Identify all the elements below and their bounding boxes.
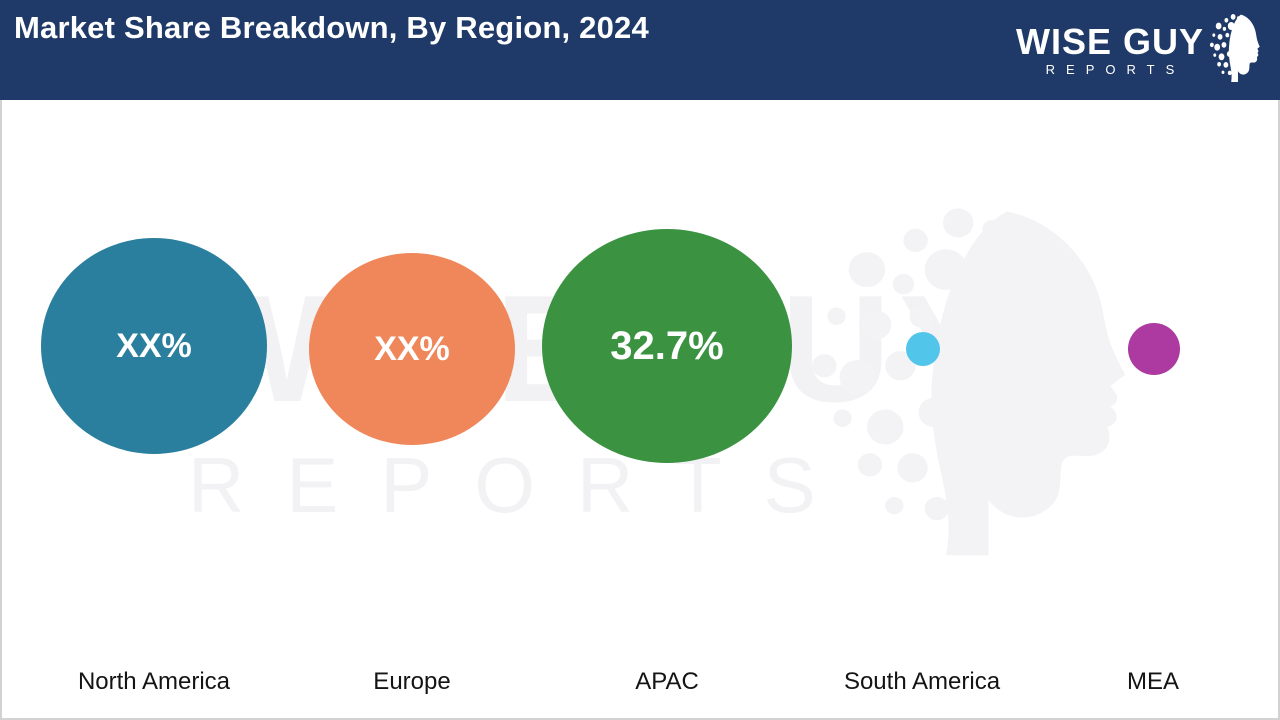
bubble-value-label: 32.7%: [610, 323, 724, 368]
axis-label-mea: MEA: [1126, 668, 1180, 695]
bubble-apac[interactable]: 32.7%: [542, 229, 792, 463]
bubble-south-america[interactable]: [906, 332, 940, 366]
header-bar: Market Share Breakdown, By Region, 2024 …: [0, 0, 1280, 100]
wiseguy-head-icon: [1209, 14, 1260, 82]
bubble-value-label: XX%: [374, 329, 450, 368]
page-title: Market Share Breakdown, By Region, 2024: [14, 10, 649, 45]
bubble-chart: WISE GUY REPORTS XX% XX% 32.7% North Ame…: [0, 100, 1280, 720]
watermark-head-icon: [812, 208, 1126, 556]
watermark-line2: REPORTS: [188, 441, 858, 529]
bubble-value-label: XX%: [116, 326, 192, 365]
axis-label-south-america: South America: [843, 668, 1001, 695]
wiseguy-logo: WISE GUY REPORTS: [1016, 8, 1266, 92]
logo-wordmark: WISE GUY REPORTS: [1015, 20, 1204, 78]
axis-label-north-america: North America: [77, 668, 231, 695]
bubble-north-america[interactable]: XX%: [41, 238, 267, 454]
bubble-europe[interactable]: XX%: [309, 253, 515, 445]
axis-label-europe: Europe: [373, 668, 451, 695]
logo-line2: REPORTS: [1045, 62, 1186, 78]
bubble-mea[interactable]: [1128, 323, 1180, 375]
logo-line1: WISE GUY: [1015, 20, 1204, 62]
axis-label-apac: APAC: [635, 668, 699, 695]
